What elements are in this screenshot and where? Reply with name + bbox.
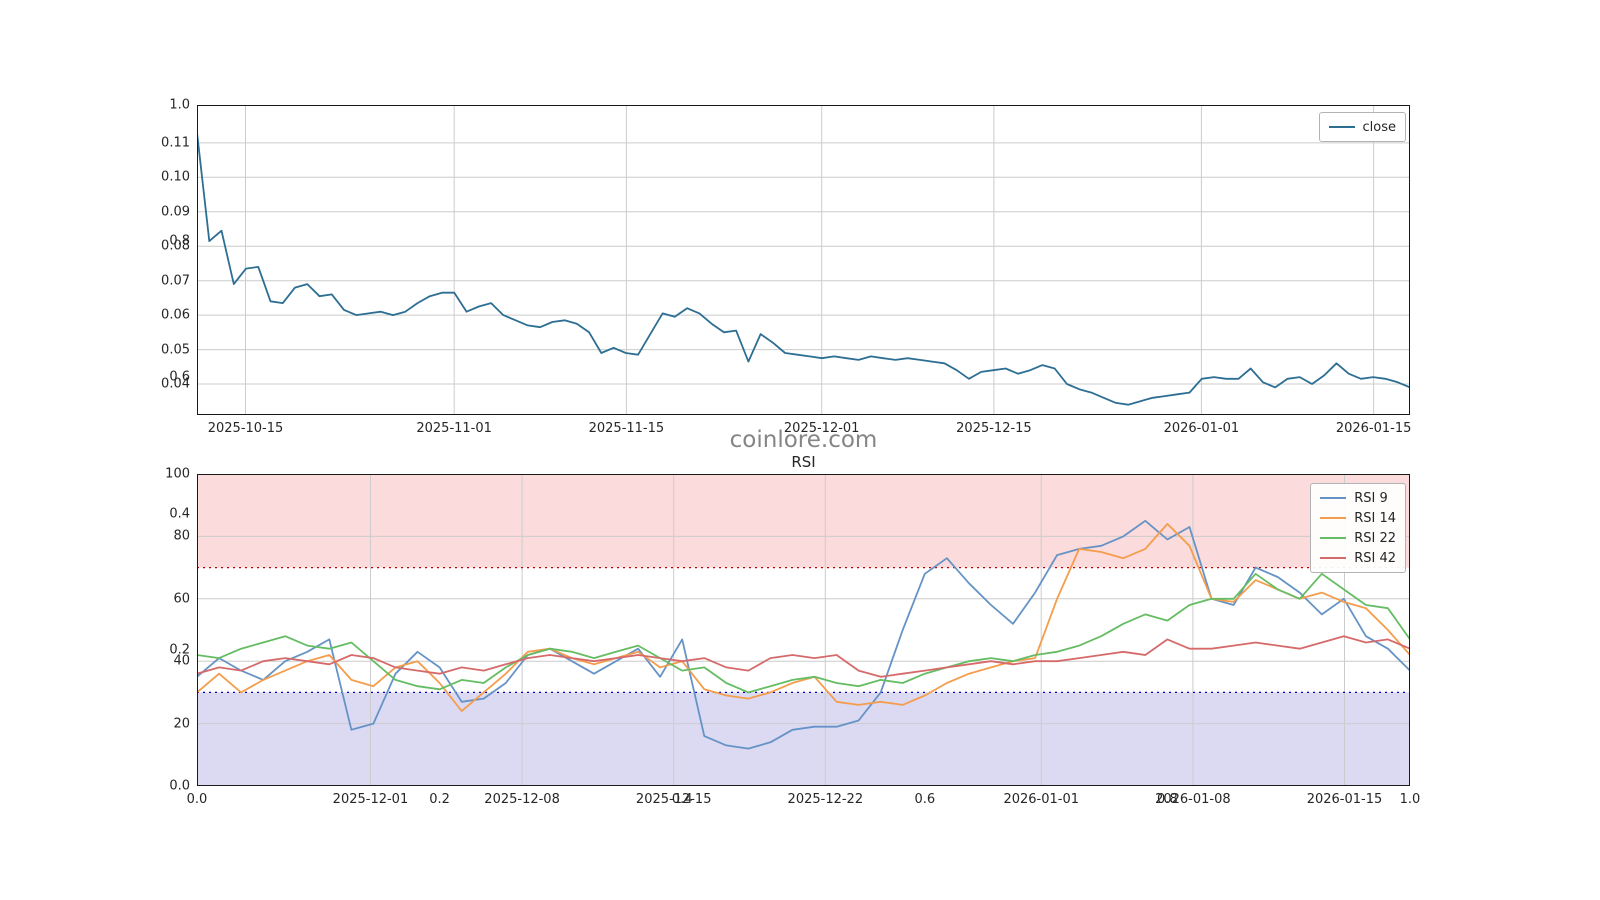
y-tick-label: 60 [173,591,190,607]
y-tick-label: 0.07 [161,273,190,289]
x-tick-label: 2025-11-01 [416,421,492,436]
legend-label: RSI 9 [1354,490,1388,506]
overlay-x-tick-label: 0.6 [914,792,936,807]
rsi-chart-legend: RSI 9 RSI 14 RSI 22 RSI 42 [1310,483,1406,573]
price-chart-legend: close [1318,112,1406,142]
x-tick-label: 2025-10-15 [207,421,284,436]
watermark-text: coinlore.com [729,427,878,453]
overlay-y-tick-label: 1.0 [169,97,190,113]
x-tick-label: 2026-01-01 [1003,792,1080,807]
legend-label: RSI 22 [1354,530,1396,546]
y-tick-label: 0.05 [161,342,190,358]
y-tick-label: 80 [173,528,190,544]
overlay-x-tick-label: 1.0 [1399,792,1421,807]
series-line [197,635,1410,678]
legend-line-sample [1320,497,1347,499]
y-tick-label: 40 [173,653,190,669]
x-tick-label: 2025-12-08 [484,792,560,807]
x-tick-label: 2026-01-15 [1306,792,1383,807]
y-tick-label: 0.09 [161,204,190,220]
rsi-chart: RSI 9 RSI 14 RSI 22 RSI 42 [197,474,1410,786]
overbought-band [197,474,1410,568]
overlay-y-tick-label: 0.0 [169,778,190,794]
y-tick-label: 0.10 [161,169,190,185]
y-tick-label: 0.04 [161,376,190,392]
legend-label: RSI 42 [1354,550,1396,566]
x-tick-label: 2025-12-15 [956,421,1032,436]
legend-label: close [1362,119,1396,135]
y-tick-label: 0.06 [161,307,190,323]
overlay-y-tick-label: 0.2 [169,642,190,658]
overlay-x-tick-label: 0.4 [671,792,693,807]
legend-item: RSI 22 [1320,528,1396,548]
series-line [197,519,1410,750]
legend-line-sample [1328,126,1355,128]
x-tick-label: 2025-12-01 [332,792,409,807]
x-tick-label: 2026-01-01 [1163,421,1240,436]
legend-item: RSI 14 [1320,508,1396,528]
plot-border [197,474,1410,786]
x-tick-label: 2026-01-15 [1335,421,1412,436]
series-line [197,572,1410,694]
overlay-x-tick-label: 0.8 [1157,792,1178,807]
legend-line-sample [1320,517,1347,519]
x-tick-label: 2025-12-22 [787,792,864,807]
legend-item: RSI 9 [1320,488,1396,508]
legend-line-sample [1320,537,1347,539]
overlay-y-tick-label: 0.4 [169,506,190,522]
y-tick-label: 0.08 [161,238,190,254]
legend-item: close [1328,117,1396,137]
rsi-chart-canvas [197,474,1410,786]
overlay-y-tick-label: 0.6 [169,369,190,385]
legend-item: RSI 42 [1320,548,1396,568]
x-tick-label: 2025-12-15 [635,792,712,807]
y-tick-label: 0.11 [161,135,190,151]
y-tick-label: 20 [173,716,190,732]
oversold-band [197,692,1410,786]
overlay-x-tick-label: 0.2 [429,792,450,807]
legend-line-sample [1320,557,1347,559]
overlay-x-tick-label: 0.0 [186,792,208,807]
overlay-y-tick-label: 0.8 [169,233,190,249]
series-line [197,131,1410,406]
x-tick-label: 2025-12-01 [783,421,860,436]
x-tick-label: 2025-11-15 [588,421,665,436]
x-tick-label: 2026-01-08 [1155,792,1231,807]
price-chart-canvas [197,105,1410,415]
series-line [197,523,1410,713]
legend-label: RSI 14 [1354,510,1396,526]
price-chart: close [197,105,1410,415]
rsi-chart-title: RSI [791,453,816,471]
plot-border [197,105,1410,415]
y-tick-label: 100 [165,466,190,482]
